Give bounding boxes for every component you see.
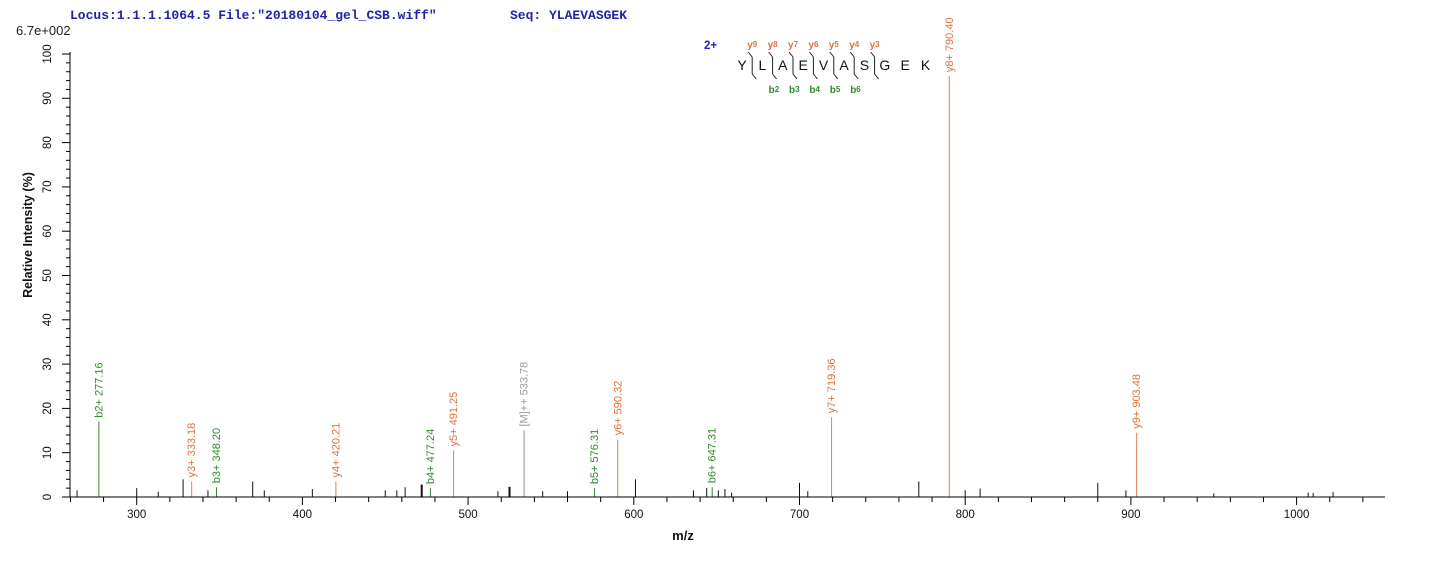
y-tick-label: 100 — [42, 44, 54, 63]
y-ion-tag: y5 — [829, 40, 840, 51]
x-tick-label: 500 — [459, 509, 478, 521]
x-tick-label: 1000 — [1284, 509, 1310, 521]
fragment-divider-bottom-tick — [853, 73, 859, 80]
y-tick-label: 20 — [42, 402, 54, 415]
peak-label: y7+ 719.36 — [826, 359, 838, 414]
x-tick-label: 700 — [790, 509, 809, 521]
y-ion-tag: y4 — [849, 40, 860, 51]
x-tick-label: 400 — [293, 509, 312, 521]
precursor-charge-label: 2+ — [704, 40, 718, 52]
residue-letter: A — [839, 57, 849, 73]
peak-label: b3+ 348.20 — [211, 428, 223, 483]
residue-letter: V — [819, 57, 829, 73]
peak-label: y4+ 420.21 — [330, 423, 342, 478]
fragment-divider-top-tick — [788, 51, 794, 58]
fragment-divider-bottom-tick — [792, 73, 798, 80]
residue-letter: S — [860, 57, 869, 73]
peak-label: y6+ 590.32 — [612, 381, 624, 436]
peak-label: b4+ 477.24 — [425, 429, 437, 484]
fragment-divider-bottom-tick — [772, 73, 777, 80]
peak-label: y5+ 491.25 — [448, 392, 460, 447]
peak-label: y9+ 903.48 — [1131, 374, 1143, 429]
sequence-header: Seq: YLAEVASGEK — [510, 8, 628, 23]
fragment-divider-top-tick — [747, 51, 753, 58]
residue-letter: Y — [737, 57, 747, 73]
fragment-divider-bottom-tick — [833, 73, 839, 80]
x-tick-label: 300 — [127, 509, 146, 521]
fragment-divider-bottom-tick — [751, 73, 757, 80]
b-ion-tag: b5 — [830, 85, 841, 96]
b-ion-tag: b2 — [769, 85, 780, 96]
fragment-divider-top-tick — [829, 51, 835, 58]
y-tick-label: 70 — [42, 181, 54, 194]
x-axis-title: m/z — [672, 528, 694, 543]
x-tick-label: 900 — [1121, 509, 1140, 521]
y-tick-label: 60 — [42, 225, 54, 238]
residue-letter: G — [879, 57, 890, 73]
y-ion-tag: y8 — [768, 40, 779, 51]
b-ion-tag: b6 — [850, 85, 861, 96]
y-ion-tag: y6 — [808, 40, 819, 51]
max-intensity-label: 6.7e+002 — [16, 23, 71, 38]
residue-letter: E — [901, 57, 910, 73]
peak-label: y3+ 333.18 — [186, 423, 198, 478]
fragment-divider-top-tick — [870, 51, 875, 58]
fragment-divider-top-tick — [849, 51, 855, 58]
fragment-divider-top-tick — [809, 51, 814, 58]
x-tick-label: 600 — [624, 509, 643, 521]
residue-letter: E — [799, 57, 808, 73]
peak-label: b2+ 277.16 — [93, 362, 105, 417]
y-tick-label: 10 — [42, 446, 54, 459]
peak-label: b5+ 576.31 — [589, 429, 601, 484]
y-tick-label: 0 — [42, 494, 54, 500]
peak-label: y8+ 790.40 — [944, 17, 956, 72]
peak-label: [M]++ 533.78 — [519, 362, 531, 427]
peak-label: b6+ 647.31 — [707, 428, 719, 483]
y-tick-label: 50 — [42, 269, 54, 282]
fragment-divider-bottom-tick — [874, 73, 879, 80]
y-tick-label: 30 — [42, 358, 54, 371]
y-ion-tag: y7 — [788, 40, 799, 51]
y-tick-label: 90 — [42, 92, 54, 105]
fragment-divider-top-tick — [768, 51, 773, 58]
locus-file-header: Locus:1.1.1.1064.5 File:"20180104_gel_CS… — [70, 8, 437, 23]
residue-letter: A — [778, 57, 788, 73]
b-ion-tag: b3 — [789, 85, 800, 96]
y-ion-tag: y3 — [870, 40, 881, 51]
residue-letter: L — [759, 57, 767, 73]
y-ion-tag: y9 — [747, 40, 758, 51]
y-tick-label: 40 — [42, 313, 54, 326]
fragment-divider-bottom-tick — [813, 73, 818, 80]
residue-letter: K — [921, 57, 931, 73]
b-ion-tag: b4 — [809, 85, 820, 96]
x-tick-label: 800 — [956, 509, 975, 521]
y-tick-label: 80 — [42, 136, 54, 149]
